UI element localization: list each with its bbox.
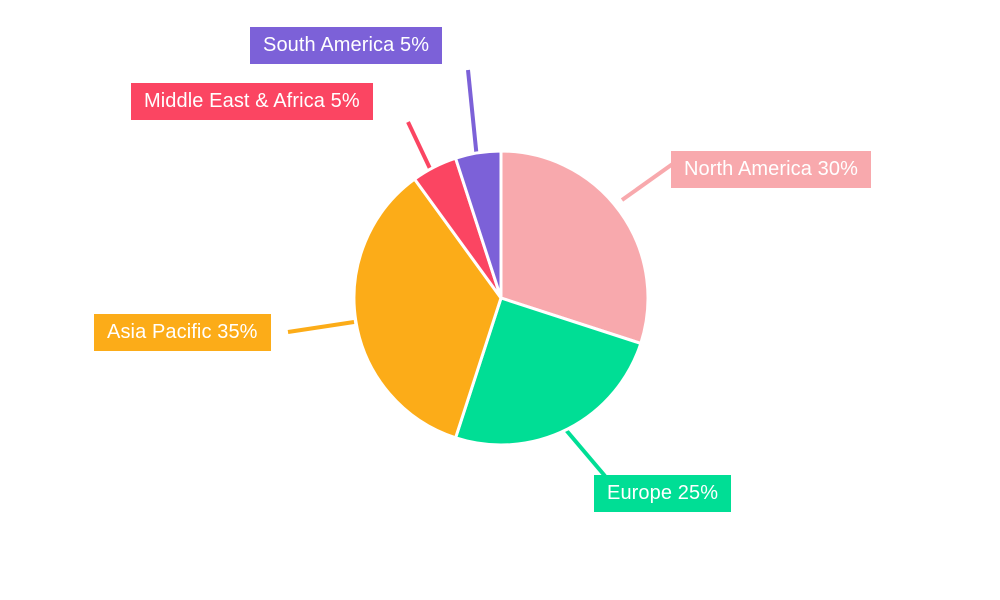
pie-label-north-america-text: North America 30% bbox=[684, 158, 858, 180]
pie-slice-north-america[interactable] bbox=[499, 149, 650, 345]
pie-slices bbox=[352, 149, 650, 447]
pie-label-middle-east-africa-text: Middle East & Africa 5% bbox=[144, 90, 360, 112]
leader-line-europe bbox=[564, 428, 607, 478]
pie-slice-south-america[interactable] bbox=[454, 149, 503, 300]
pie-label-europe[interactable]: Europe 25% bbox=[594, 475, 732, 512]
leader-line-asia-pacific bbox=[287, 320, 355, 334]
pie-label-middle-east-africa[interactable]: Middle East & Africa 5% bbox=[131, 83, 373, 120]
pie-label-south-america-text: South America 5% bbox=[263, 34, 430, 56]
pie-label-north-america[interactable]: North America 30% bbox=[671, 151, 871, 188]
pie-slice-asia-pacific[interactable] bbox=[352, 177, 503, 440]
pie-label-south-america[interactable]: South America 5% bbox=[250, 27, 443, 64]
pie-label-asia-pacific-text: Asia Pacific 35% bbox=[107, 321, 258, 343]
pie-label-asia-pacific[interactable]: Asia Pacific 35% bbox=[94, 314, 271, 351]
pie-slice-europe[interactable] bbox=[454, 296, 643, 447]
pie-label-europe-text: Europe 25% bbox=[607, 482, 719, 504]
leader-line-south-america bbox=[466, 69, 479, 160]
